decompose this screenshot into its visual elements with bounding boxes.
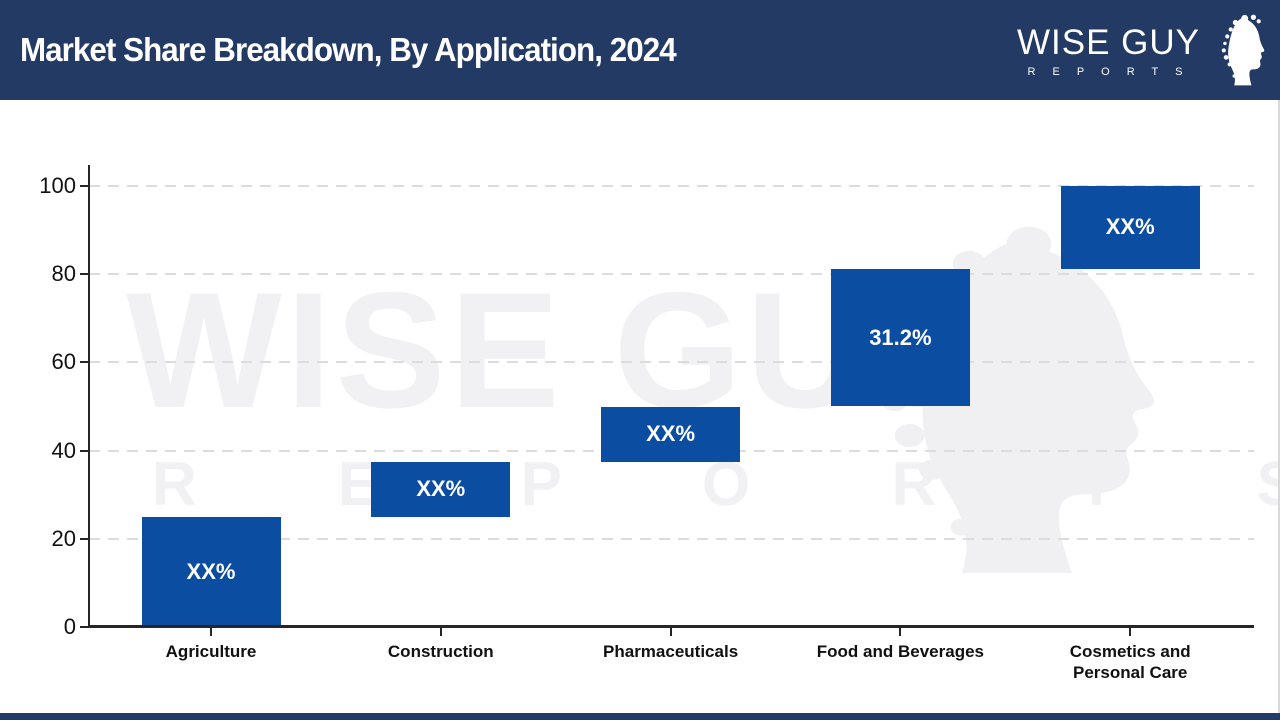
y-tick-label: 0	[63, 614, 76, 639]
x-tick-food-and-beverages	[899, 628, 902, 636]
footer-bar	[0, 713, 1280, 720]
wiseguy-logo-text: WISE GUY R E P O R T S	[1017, 23, 1200, 79]
bar-value-label-cosmetics-and-personal-care: XX%	[1105, 214, 1155, 240]
bar-food-and-beverages	[830, 268, 970, 407]
x-tick-pharmaceuticals	[669, 628, 672, 636]
chart-title: Market Share Breakdown, By Application, …	[20, 31, 677, 68]
y-tick-80	[80, 273, 89, 276]
bar-pharmaceuticals	[601, 406, 741, 462]
y-axis-line	[88, 165, 90, 628]
y-tick-100	[80, 185, 89, 187]
x-tick-cosmetics-and-personal-care	[1129, 628, 1132, 636]
x-category-label-pharmaceuticals: Pharmaceuticals	[603, 642, 739, 661]
y-tick-20	[80, 537, 89, 540]
y-tick-40	[80, 449, 89, 452]
x-category-label-cosmetics-and-personal-care: Cosmetics and Personal Care	[1069, 642, 1191, 682]
x-category-label-agriculture: Agriculture	[165, 642, 257, 661]
y-tick-60	[80, 361, 89, 364]
chart-right-border	[1278, 100, 1280, 714]
y-tick-label: 100	[39, 173, 76, 198]
bar-construction	[371, 461, 511, 517]
wiseguy-logo: WISE GUY R E P O R T S	[1017, 12, 1268, 90]
bar-agriculture	[141, 516, 281, 627]
x-category-label-construction: Construction	[387, 642, 494, 661]
bar-value-label-construction: XX%	[416, 476, 466, 502]
y-tick-label: 20	[51, 525, 76, 551]
gridline-20	[89, 537, 1254, 540]
gridline-80	[89, 273, 1254, 276]
header-bar: Market Share Breakdown, By Application, …	[0, 0, 1280, 100]
x-tick-agriculture	[210, 628, 212, 636]
bar-value-label-pharmaceuticals: XX%	[646, 421, 696, 447]
logo-wordmark: WISE GUY	[1016, 23, 1200, 62]
logo-subtext: R E P O R T S	[1027, 66, 1190, 78]
x-category-label-food-and-beverages: Food and Beverages	[816, 642, 984, 661]
y-tick-label: 60	[51, 349, 76, 375]
x-axis-line	[88, 625, 1254, 628]
gridline-60	[89, 361, 1254, 364]
bar-value-label-food-and-beverages: 31.2%	[869, 324, 932, 350]
bar-cosmetics-and-personal-care	[1060, 186, 1200, 269]
y-tick-label: 80	[51, 261, 76, 287]
y-tick-0	[80, 626, 89, 628]
gridline-100	[89, 185, 1254, 187]
y-tick-label: 40	[51, 437, 76, 463]
bar-value-label-agriculture: XX%	[186, 558, 236, 584]
x-tick-construction	[439, 628, 442, 636]
